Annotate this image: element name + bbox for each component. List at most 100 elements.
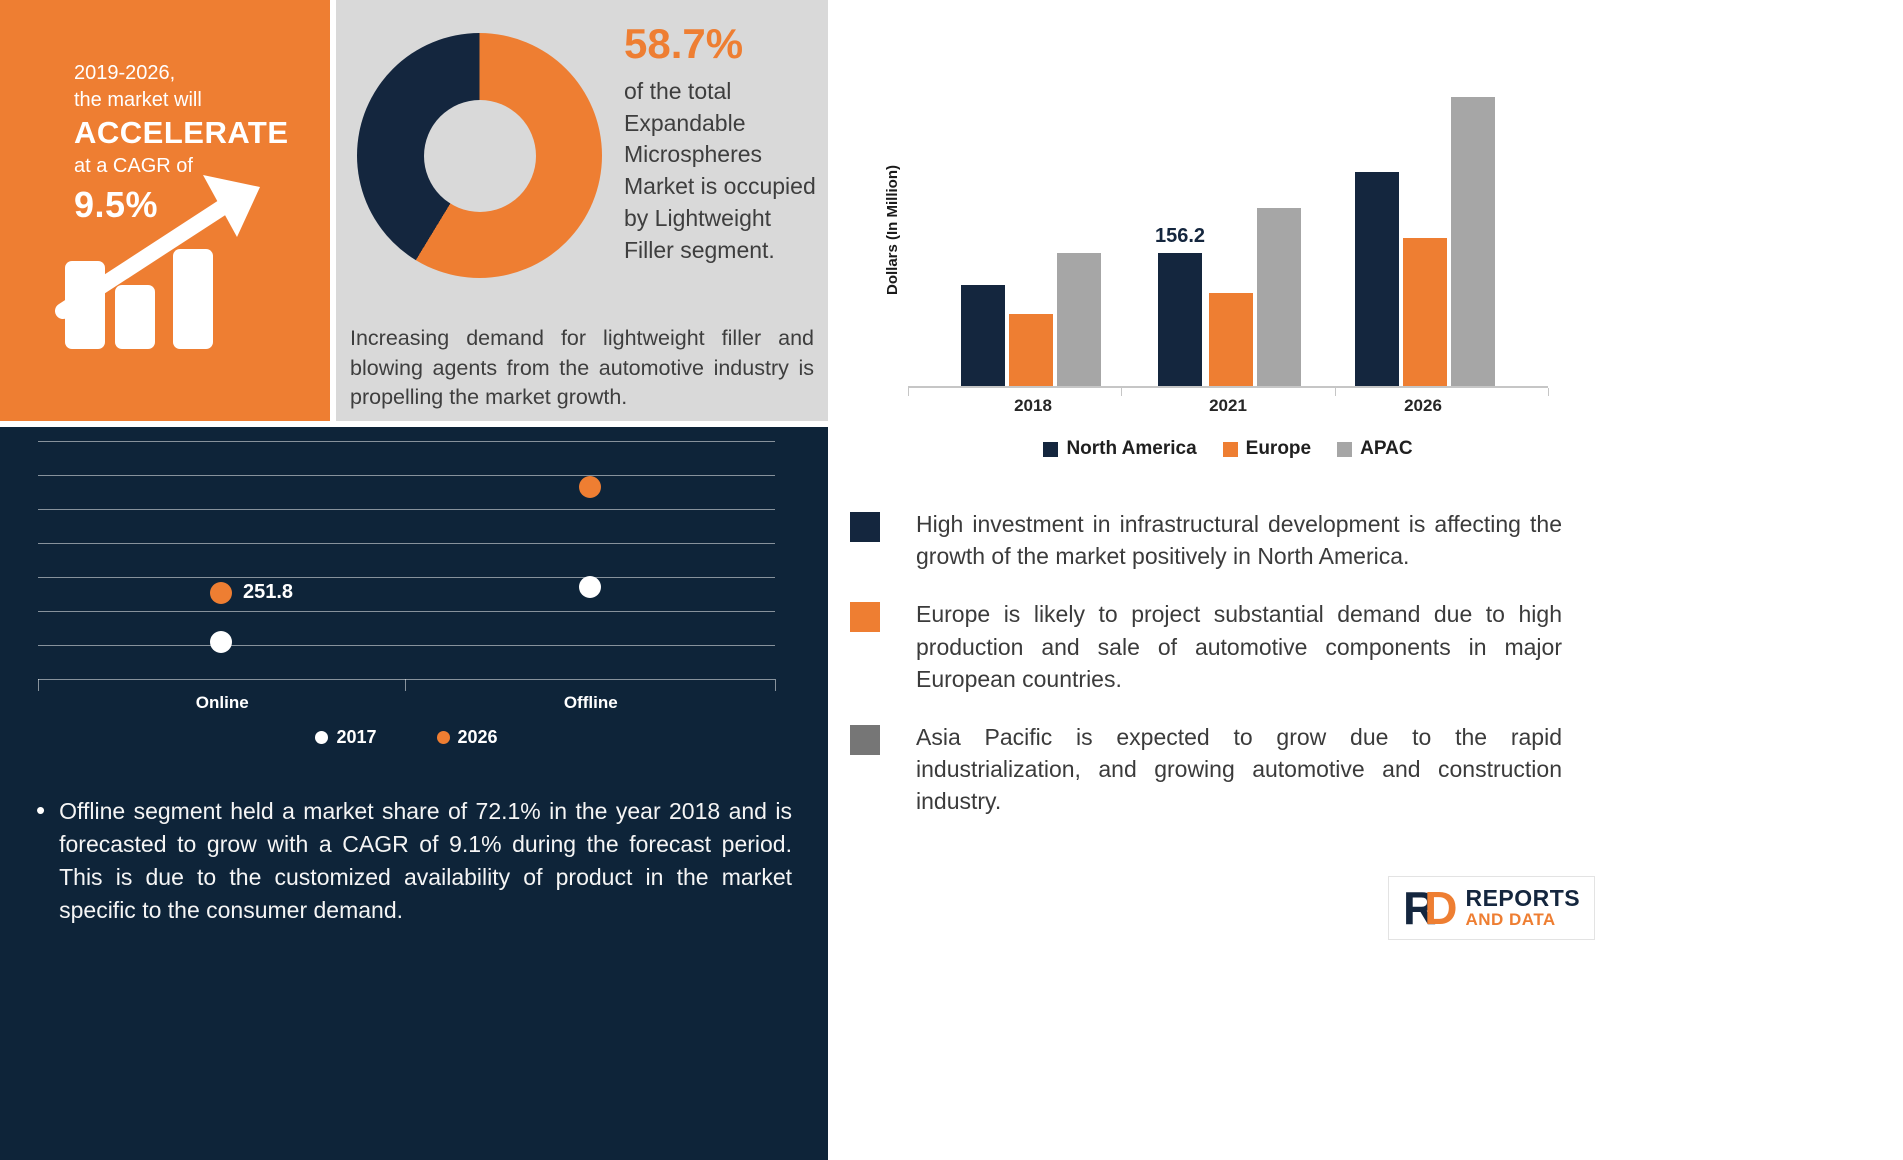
insight-text-north-america: High investment in infrastructural devel… <box>916 511 1562 570</box>
gridline <box>38 543 775 544</box>
promo-accelerate: ACCELERATE <box>74 115 289 150</box>
bar-category-label: 2021 <box>1209 396 1247 415</box>
logo-name-bottom: AND DATA <box>1465 910 1556 930</box>
dot-2017-online <box>210 630 232 653</box>
axis-tick <box>1548 388 1549 396</box>
regional-insights: High investment in infrastructural devel… <box>850 508 1562 818</box>
logo-wordmark: REPORTS AND DATA <box>1465 885 1581 930</box>
dot-2026-offline <box>579 475 601 498</box>
segment-share-value: 58.7% <box>624 20 744 67</box>
bar <box>1158 252 1202 386</box>
gridline <box>38 475 775 476</box>
bar-europe-2018 <box>1009 58 1054 386</box>
legend-label: 2026 <box>457 727 498 747</box>
regional-panel: Dollars (In Million) 156.2 2018 2021 2026 … <box>838 0 1903 1160</box>
segment-share-description: of the total Expandable Microspheres Mar… <box>624 78 816 263</box>
gridline <box>38 679 775 680</box>
bar-apac-2018 <box>1057 58 1102 386</box>
bar-europe-2021 <box>1209 58 1254 386</box>
insight-swatch-apac <box>850 724 880 755</box>
legend-label: Europe <box>1245 438 1312 459</box>
offline-note-bullet: • Offline segment held a market share of… <box>36 795 792 927</box>
axis-tick <box>1334 388 1336 396</box>
insight-text-europe: Europe is likely to project substantial … <box>916 601 1562 692</box>
cagr-promo-text: 2019-2026, the market will ACCELERATE at… <box>74 60 289 227</box>
gridline <box>38 577 775 578</box>
bar-group-2021: 156.2 <box>1155 58 1302 386</box>
segment-panel: 58.7% of the total Expandable Microspher… <box>336 0 828 421</box>
bar-group-2018 <box>961 58 1102 386</box>
vertical-tick <box>38 679 39 691</box>
legend-item-2026: 2026 <box>436 727 498 748</box>
legend-item-europe: Europe <box>1222 438 1312 460</box>
legend-label: 2017 <box>336 727 377 747</box>
bar-chart-category-axis: 2018 2021 2026 <box>908 396 1548 416</box>
dot-2017-offline <box>579 576 601 599</box>
logo-monogram: RD <box>1403 885 1457 931</box>
bar <box>1257 207 1302 386</box>
insight-europe: Europe is likely to project substantial … <box>850 598 1562 695</box>
bar <box>1209 293 1254 386</box>
category-offline: Offline <box>563 693 618 712</box>
legend-item-2017: 2017 <box>315 727 377 748</box>
gridline <box>38 611 775 612</box>
logo-name-top: REPORTS <box>1465 885 1581 911</box>
donut-hole <box>423 99 536 212</box>
bar-europe-2026 <box>1402 58 1447 386</box>
legend-swatch <box>1043 441 1059 457</box>
bar-category-label: 2018 <box>1014 396 1052 415</box>
segment-share-block: 58.7% of the total Expandable Microspher… <box>624 20 822 266</box>
insight-apac: Asia Pacific is expected to grow due to … <box>850 721 1562 818</box>
bar-north-america-2018 <box>961 58 1006 386</box>
axis-tick <box>908 388 909 396</box>
logo-monogram-d: D <box>1424 882 1458 934</box>
bar <box>961 284 1006 386</box>
legend-swatch <box>315 731 329 744</box>
bar <box>1057 253 1102 386</box>
insight-north-america: High investment in infrastructural devel… <box>850 508 1562 572</box>
legend-item-north-america: North America <box>1043 438 1197 460</box>
category-online: Online <box>195 693 249 712</box>
dot-2026-online <box>210 582 232 605</box>
vertical-tick <box>775 679 776 691</box>
legend-label: APAC <box>1360 438 1413 459</box>
legend-label: North America <box>1066 438 1197 459</box>
promo-line4: at a CAGR of <box>74 154 193 177</box>
insight-text-apac: Asia Pacific is expected to grow due to … <box>916 723 1562 815</box>
channel-panel: 251.8 Online Offline 2017 2026 • Offline … <box>0 427 828 1160</box>
offline-note-text: Offline segment held a market share of 7… <box>59 798 792 923</box>
bar-value-label: 156.2 <box>1154 224 1206 247</box>
segment-note: Increasing demand for lightweight filler… <box>350 326 814 410</box>
channel-category-axis: Online Offline <box>38 693 775 713</box>
bar-apac-2021 <box>1257 58 1302 386</box>
cagr-panel: 2019-2026, the market will ACCELERATE at… <box>0 0 330 421</box>
bar <box>1009 314 1054 386</box>
vertical-tick <box>405 679 406 691</box>
bar <box>1354 172 1399 386</box>
legend-swatch <box>1222 441 1238 457</box>
bar-north-america-2021: 156.2 <box>1155 58 1205 386</box>
promo-cagr-value: 9.5% <box>74 183 159 225</box>
bar-group-2026 <box>1354 58 1495 386</box>
legend-swatch <box>436 731 450 744</box>
dot-value-label: 251.8 <box>243 581 294 604</box>
promo-period: 2019-2026, <box>74 62 176 84</box>
promo-line2: the market will <box>74 89 202 111</box>
channel-dot-chart: 251.8 <box>38 441 776 691</box>
axis-tick <box>1121 388 1123 396</box>
segment-donut-chart <box>357 33 602 278</box>
gridline <box>38 441 775 442</box>
regional-bar-chart: 156.2 <box>908 58 1549 396</box>
bar-chart-y-axis-label: Dollars (In Million) <box>884 165 901 295</box>
insight-swatch-north-america <box>850 512 880 542</box>
bar-north-america-2026 <box>1354 58 1399 386</box>
bar-category-label: 2026 <box>1404 396 1442 415</box>
bar-chart-legend: North America Europe APAC <box>908 438 1548 460</box>
growth-chart-icon <box>55 175 260 349</box>
channel-chart-legend: 2017 2026 <box>38 727 775 748</box>
bar <box>1402 237 1447 386</box>
legend-item-apac: APAC <box>1337 438 1413 460</box>
insight-swatch-europe <box>850 602 880 633</box>
bar <box>1450 97 1495 386</box>
